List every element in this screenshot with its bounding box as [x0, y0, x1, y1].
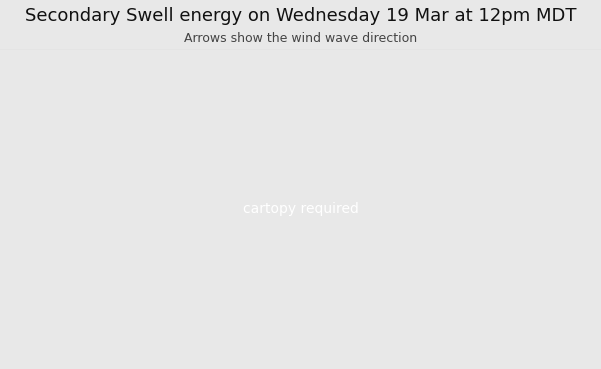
Text: cartopy required: cartopy required	[243, 203, 358, 216]
Text: Secondary Swell energy on Wednesday 19 Mar at 12pm MDT: Secondary Swell energy on Wednesday 19 M…	[25, 7, 576, 25]
Text: Arrows show the wind wave direction: Arrows show the wind wave direction	[184, 32, 417, 45]
